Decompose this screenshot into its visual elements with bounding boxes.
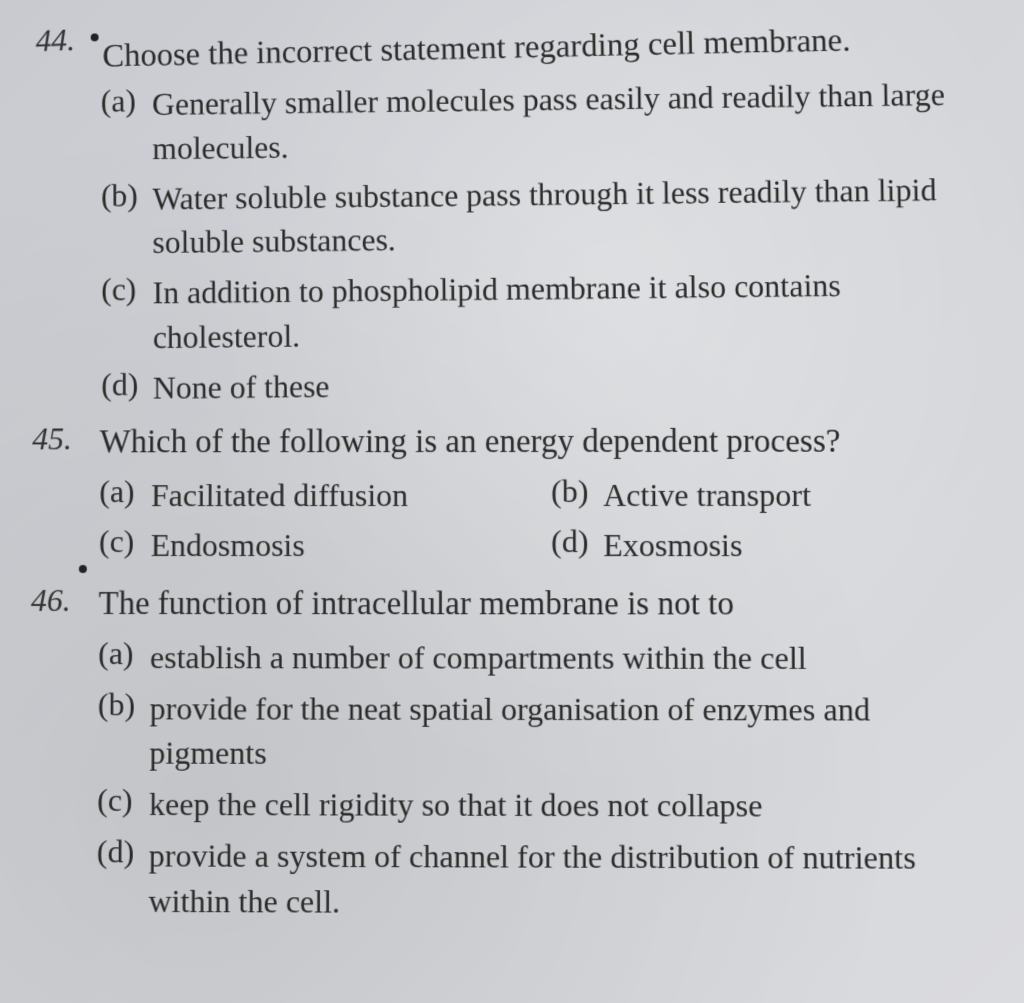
option-text: Facilitated diffusion [151,473,521,518]
option-text: Generally smaller molecules pass easily … [152,72,973,171]
option-text: Water soluble substance pass through it … [152,166,974,264]
question-45: 45. Which of the following is an energy … [31,420,976,569]
option-label: (d) [101,365,153,402]
option-label: (a) [101,82,152,119]
option-label: (c) [97,782,149,819]
option-label: (b) [98,686,150,723]
question-options: (a) establish a number of compartments w… [28,635,979,927]
question-46: 46. The function of intracellular membra… [28,582,979,926]
option-text: Exosmosis [603,523,977,568]
question-options: (a) Facilitated diffusion (b) Active tra… [31,472,976,568]
option-d: (d) provide a system of channel for the … [96,833,979,926]
option-text: Endosmosis [151,523,521,568]
option-text: keep the cell rigidity so that it does n… [149,782,979,829]
option-d: (d) Exosmosis [521,523,977,568]
option-a: (a) establish a number of compartments w… [98,635,978,681]
option-label: (b) [551,473,603,510]
option-a: (a) Facilitated diffusion [99,473,521,518]
question-header: 46. The function of intracellular membra… [31,582,977,627]
option-row-ab: (a) Facilitated diffusion (b) Active tra… [99,472,976,517]
option-b: (b) Active transport [521,472,976,517]
question-header: 44. Choose the incorrect statement regar… [35,22,972,72]
option-text: establish a number of compartments withi… [150,635,978,681]
question-text: The function of intracellular membrane i… [98,582,977,627]
option-text: provide a system of channel for the dist… [148,833,979,926]
option-label: (b) [101,176,152,213]
option-c: (c) In addition to phospholipid membrane… [101,261,976,359]
option-label: (a) [98,635,150,672]
option-text: provide for the neat spatial organisatio… [149,686,978,778]
question-number: 46. [31,582,91,619]
option-text: In addition to phospholipid membrane it … [153,261,976,359]
option-label: (d) [97,833,149,870]
page-content: 44. Choose the incorrect statement regar… [28,22,979,927]
option-b: (b) provide for the neat spatial organis… [97,686,978,778]
option-label: (d) [551,523,603,560]
pen-mark-icon [79,565,87,573]
question-number: 44. [35,21,95,60]
question-number: 45. [32,421,92,458]
option-d: (d) None of these [101,357,976,410]
question-text: Which of the following is an energy depe… [100,420,976,465]
question-header: 45. Which of the following is an energy … [32,420,976,465]
option-a: (a) Generally smaller molecules pass eas… [101,72,973,171]
option-text: None of these [153,357,977,410]
question-options: (a) Generally smaller molecules pass eas… [34,72,977,411]
option-label: (c) [101,270,153,307]
option-c: (c) keep the cell rigidity so that it do… [97,782,979,829]
option-row-cd: (c) Endosmosis (d) Exosmosis [99,523,977,568]
option-c: (c) Endosmosis [99,523,521,568]
question-text: Choose the incorrect statement regarding… [102,14,973,79]
option-b: (b) Water soluble substance pass through… [101,166,974,265]
question-44: 44. Choose the incorrect statement regar… [33,22,976,407]
option-label: (c) [99,524,151,561]
option-text: Active transport [603,472,976,517]
option-label: (a) [99,473,151,510]
